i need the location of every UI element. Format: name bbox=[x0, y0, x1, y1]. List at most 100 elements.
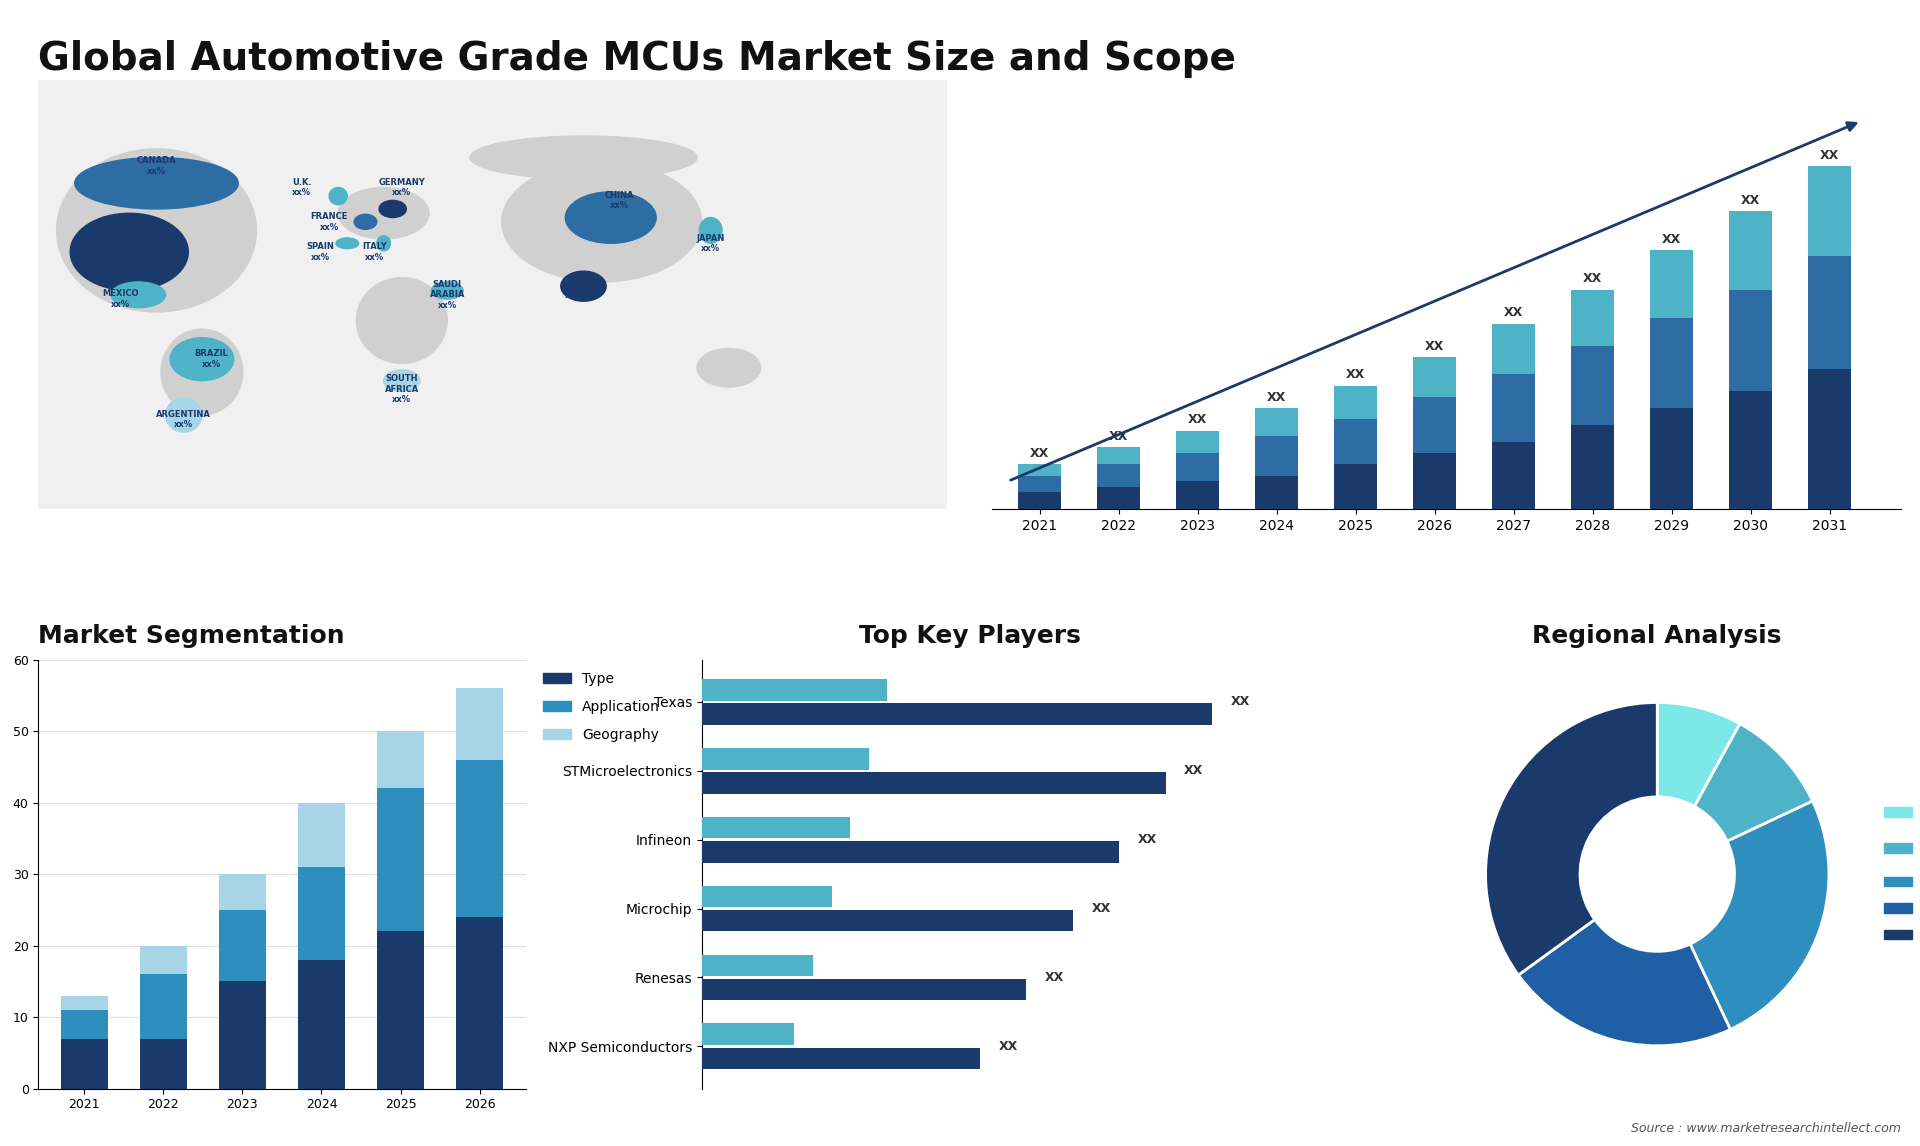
Text: Source : www.marketresearchintellect.com: Source : www.marketresearchintellect.com bbox=[1630, 1122, 1901, 1135]
Text: XX: XX bbox=[1031, 447, 1050, 460]
Ellipse shape bbox=[71, 213, 188, 290]
Ellipse shape bbox=[111, 282, 165, 307]
Bar bbox=[376, 788, 424, 932]
Wedge shape bbox=[1519, 919, 1730, 1046]
Bar bbox=[701, 955, 812, 976]
Text: XX: XX bbox=[998, 1039, 1018, 1053]
Bar bbox=[1334, 419, 1377, 464]
Bar bbox=[701, 748, 868, 770]
Bar bbox=[455, 917, 503, 1089]
Text: XX: XX bbox=[1188, 413, 1208, 426]
Bar bbox=[701, 910, 1073, 932]
Legend: Type, Application, Geography: Type, Application, Geography bbox=[538, 667, 664, 747]
Bar bbox=[455, 688, 503, 760]
Text: CANADA
xx%: CANADA xx% bbox=[136, 156, 177, 175]
Bar bbox=[1096, 487, 1140, 509]
Bar bbox=[701, 979, 1027, 1000]
Bar bbox=[1018, 476, 1062, 493]
Bar bbox=[1492, 442, 1536, 509]
Bar bbox=[1809, 166, 1851, 256]
Bar bbox=[140, 974, 186, 1038]
Bar bbox=[1096, 447, 1140, 464]
Bar bbox=[1175, 431, 1219, 453]
Bar bbox=[219, 981, 267, 1089]
Bar bbox=[455, 760, 503, 917]
Bar bbox=[701, 817, 851, 839]
Ellipse shape bbox=[161, 329, 242, 415]
Bar bbox=[61, 1038, 108, 1089]
Text: XX: XX bbox=[1185, 764, 1204, 777]
Wedge shape bbox=[1657, 702, 1740, 807]
Ellipse shape bbox=[56, 149, 257, 312]
Bar bbox=[1571, 425, 1615, 509]
Bar bbox=[1018, 464, 1062, 476]
Bar bbox=[1492, 323, 1536, 375]
Text: SPAIN
xx%: SPAIN xx% bbox=[305, 242, 334, 261]
Legend: Latin America, Middle East &
Africa, Asia Pacific, Europe, North America: Latin America, Middle East & Africa, Asi… bbox=[1880, 800, 1920, 948]
Bar bbox=[1175, 453, 1219, 481]
Text: XX: XX bbox=[1110, 430, 1129, 444]
Text: CHINA
xx%: CHINA xx% bbox=[605, 190, 636, 210]
Text: Market Segmentation: Market Segmentation bbox=[38, 623, 346, 647]
Text: XX: XX bbox=[1267, 391, 1286, 403]
Bar bbox=[1571, 290, 1615, 346]
Bar bbox=[1413, 453, 1457, 509]
Bar bbox=[61, 1010, 108, 1038]
Bar bbox=[1175, 481, 1219, 509]
Ellipse shape bbox=[328, 188, 348, 205]
Bar bbox=[1256, 408, 1298, 437]
Text: JAPAN
xx%: JAPAN xx% bbox=[697, 234, 726, 253]
Bar bbox=[1256, 476, 1298, 509]
Text: XX: XX bbox=[1741, 194, 1761, 206]
Text: XX: XX bbox=[1820, 149, 1839, 162]
Bar bbox=[701, 886, 831, 908]
Text: XX: XX bbox=[1584, 273, 1603, 285]
Text: MEXICO
xx%: MEXICO xx% bbox=[102, 290, 138, 308]
Ellipse shape bbox=[561, 272, 607, 301]
Ellipse shape bbox=[378, 201, 407, 218]
Bar bbox=[219, 874, 267, 910]
Bar bbox=[701, 772, 1165, 794]
Ellipse shape bbox=[501, 162, 701, 282]
Ellipse shape bbox=[336, 238, 359, 249]
Bar bbox=[1256, 437, 1298, 476]
Bar bbox=[1413, 358, 1457, 397]
Bar bbox=[61, 996, 108, 1010]
Ellipse shape bbox=[699, 218, 722, 243]
Ellipse shape bbox=[384, 370, 420, 391]
Bar bbox=[1730, 211, 1772, 290]
Bar bbox=[1334, 464, 1377, 509]
Wedge shape bbox=[1695, 724, 1812, 841]
Text: ITALY
xx%: ITALY xx% bbox=[363, 242, 388, 261]
Bar bbox=[701, 1047, 979, 1069]
Bar bbox=[1809, 369, 1851, 509]
Bar bbox=[376, 932, 424, 1089]
Wedge shape bbox=[1486, 702, 1657, 975]
Title: Regional Analysis: Regional Analysis bbox=[1532, 623, 1782, 647]
Ellipse shape bbox=[353, 214, 376, 229]
Bar bbox=[298, 868, 346, 960]
Bar bbox=[1018, 493, 1062, 509]
Text: XX: XX bbox=[1503, 306, 1523, 319]
Bar bbox=[1334, 385, 1377, 419]
Bar bbox=[1413, 397, 1457, 453]
Ellipse shape bbox=[564, 191, 657, 243]
Ellipse shape bbox=[165, 398, 202, 432]
Ellipse shape bbox=[697, 348, 760, 387]
Bar bbox=[1809, 256, 1851, 369]
Bar bbox=[1571, 346, 1615, 425]
Ellipse shape bbox=[338, 188, 428, 240]
Text: GERMANY
xx%: GERMANY xx% bbox=[378, 178, 424, 197]
Ellipse shape bbox=[171, 338, 234, 380]
Text: SOUTH
AFRICA
xx%: SOUTH AFRICA xx% bbox=[384, 375, 419, 405]
Bar bbox=[701, 841, 1119, 863]
Text: SAUDI
ARABIA
xx%: SAUDI ARABIA xx% bbox=[430, 280, 465, 309]
Bar bbox=[1649, 251, 1693, 317]
Text: XX: XX bbox=[1139, 833, 1158, 846]
Ellipse shape bbox=[470, 136, 697, 179]
Wedge shape bbox=[1690, 801, 1830, 1029]
Bar bbox=[376, 731, 424, 788]
Bar bbox=[1492, 375, 1536, 442]
Bar bbox=[219, 910, 267, 981]
Text: XX: XX bbox=[1346, 368, 1365, 380]
